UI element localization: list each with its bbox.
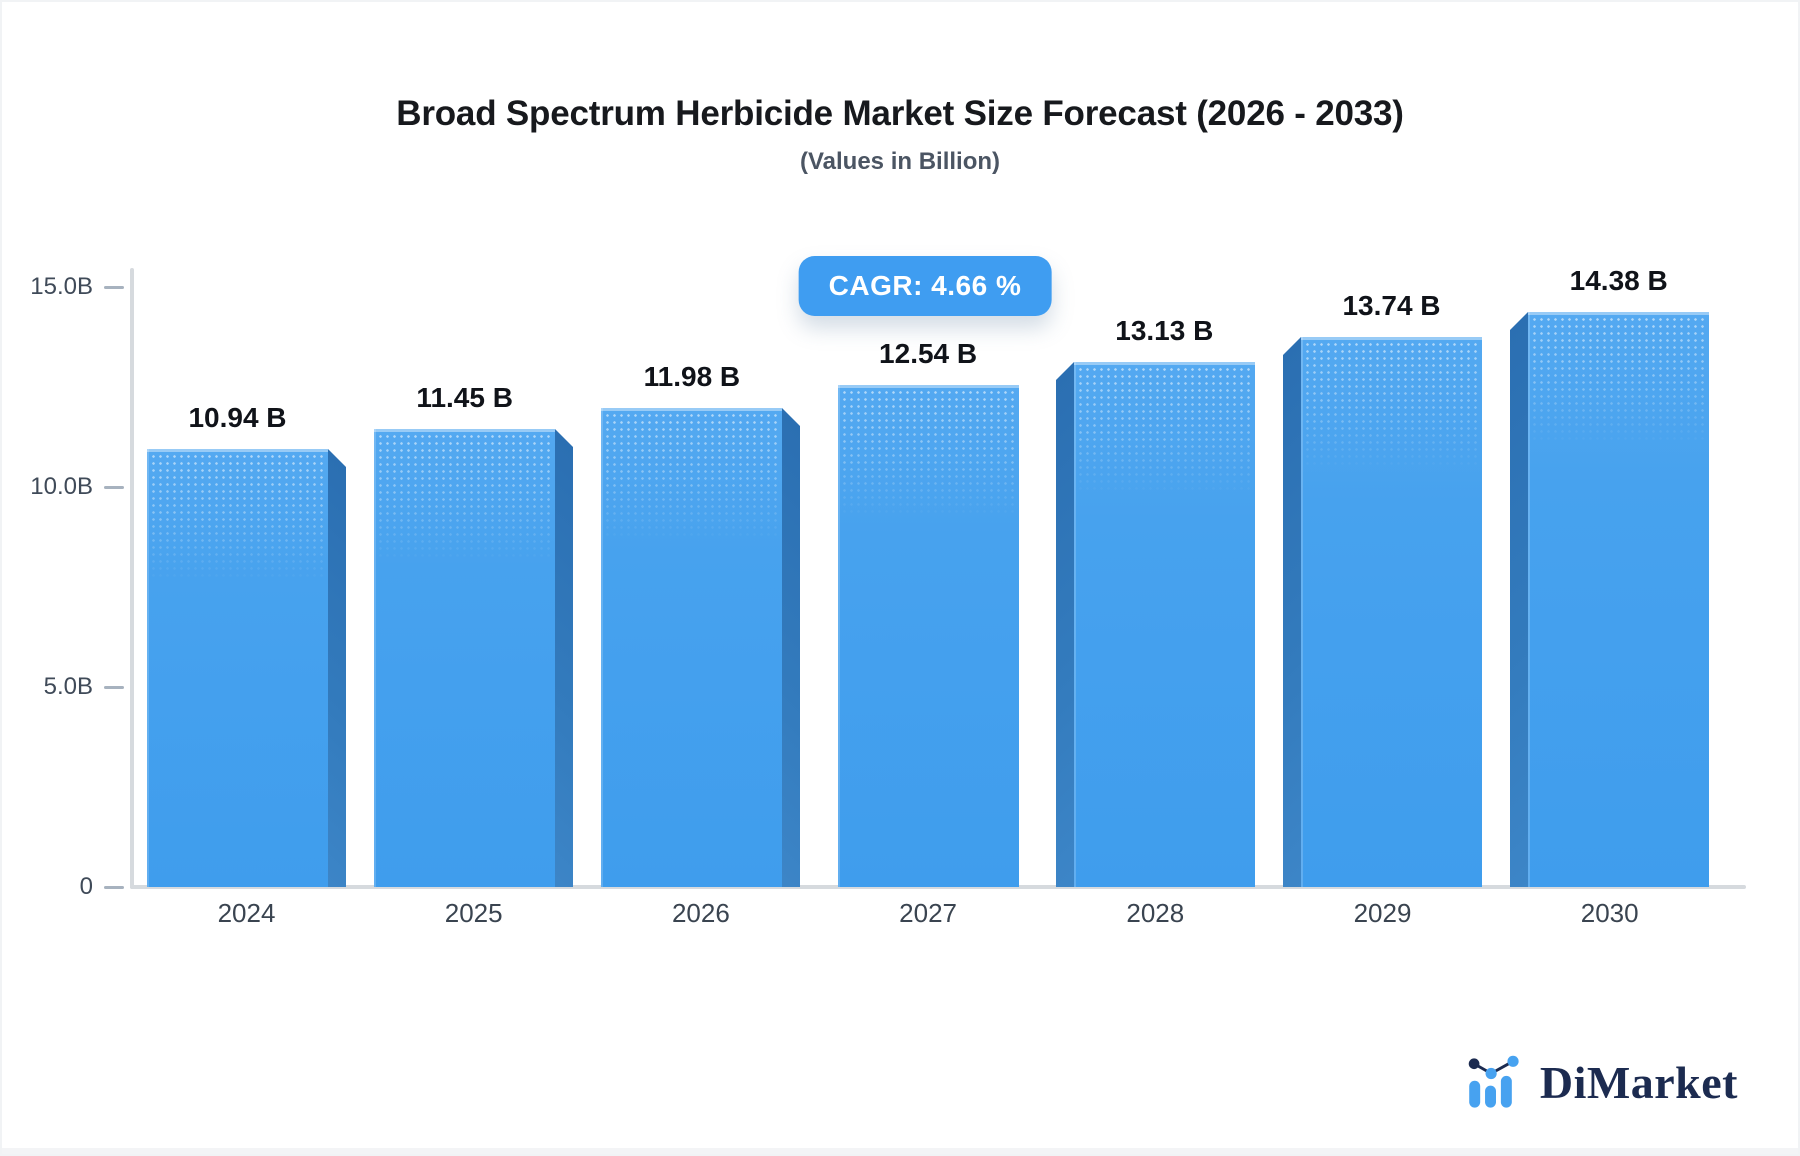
bar-3d-side	[1055, 361, 1074, 887]
bar-column-2029	[1283, 337, 1482, 887]
cagr-badge: CAGR: 4.66 %	[798, 256, 1052, 316]
plot-area	[130, 270, 1746, 887]
y-axis-line	[130, 268, 134, 889]
x-axis-label-2030: 2030	[1580, 898, 1639, 928]
brand-logo: DiMarket	[1468, 1054, 1738, 1110]
bar-column-2025	[374, 429, 574, 887]
bar-3d-side	[1510, 311, 1529, 887]
bar-column-2024	[147, 449, 346, 887]
bar-2029[interactable]	[1301, 337, 1482, 887]
bar-halftone-texture	[1531, 315, 1707, 466]
y-tick-10.0B: 10.0B	[0, 472, 124, 502]
x-axis-label-2026: 2026	[671, 898, 730, 928]
bar-2024[interactable]	[147, 449, 328, 887]
bar-2026[interactable]	[601, 407, 783, 887]
bar-3d-side	[328, 449, 346, 887]
bar-halftone-texture	[840, 389, 1016, 540]
y-tick-0: 0	[0, 872, 124, 902]
x-axis-label-2029: 2029	[1353, 898, 1412, 928]
bar-halftone-texture	[377, 433, 553, 583]
bar-value-label: 10.94 B	[188, 402, 287, 434]
chart-title: Broad Spectrum Herbicide Market Size For…	[396, 94, 1404, 133]
bar-column-2028	[1055, 361, 1255, 887]
brand-name: DiMarket	[1539, 1056, 1738, 1108]
x-axis-label-2028: 2028	[1126, 898, 1185, 928]
y-tick-mark	[104, 885, 124, 889]
bar-value-label: 11.98 B	[643, 360, 741, 392]
y-tick-15.0B: 15.0B	[0, 272, 124, 302]
bar-value-label: 12.54 B	[879, 338, 978, 370]
y-tick-label: 0	[79, 873, 93, 900]
y-tick-mark	[104, 485, 124, 489]
bar-halftone-texture	[1076, 365, 1252, 516]
bar-halftone-texture	[1304, 341, 1479, 492]
bar-halftone-texture	[150, 453, 325, 604]
bar-2025[interactable]	[374, 429, 556, 887]
y-tick-label: 10.0B	[30, 473, 93, 500]
x-axis-label-2027: 2027	[899, 898, 958, 928]
y-tick-5.0B: 5.0B	[0, 672, 124, 702]
bar-chart-logo-icon	[1468, 1055, 1519, 1108]
bar-3d-side	[782, 407, 801, 887]
bar-value-label: 14.38 B	[1569, 264, 1668, 296]
bar-2030[interactable]	[1528, 311, 1710, 887]
bar-2027[interactable]	[837, 385, 1019, 887]
y-tick-mark	[104, 685, 124, 689]
bar-3d-side	[1283, 337, 1301, 887]
x-axis-label-2025: 2025	[444, 898, 503, 928]
bar-column-2027	[829, 385, 1028, 887]
x-axis-line	[130, 885, 1746, 889]
bar-halftone-texture	[604, 411, 780, 562]
bar-value-label: 11.45 B	[416, 382, 513, 413]
chart-subtitle: (Values in Billion)	[799, 148, 1001, 175]
bar-column-2030	[1510, 311, 1710, 887]
y-tick-label: 5.0B	[43, 673, 93, 700]
bar-2028[interactable]	[1073, 361, 1255, 887]
x-axis-label-2024: 2024	[217, 898, 276, 928]
bar-column-2026	[601, 407, 801, 887]
y-tick-mark	[104, 285, 124, 289]
bar-value-label: 13.13 B	[1115, 314, 1214, 346]
bar-3d-side	[555, 429, 574, 887]
bar-value-label: 13.74 B	[1342, 290, 1441, 322]
y-tick-label: 15.0B	[30, 273, 93, 300]
